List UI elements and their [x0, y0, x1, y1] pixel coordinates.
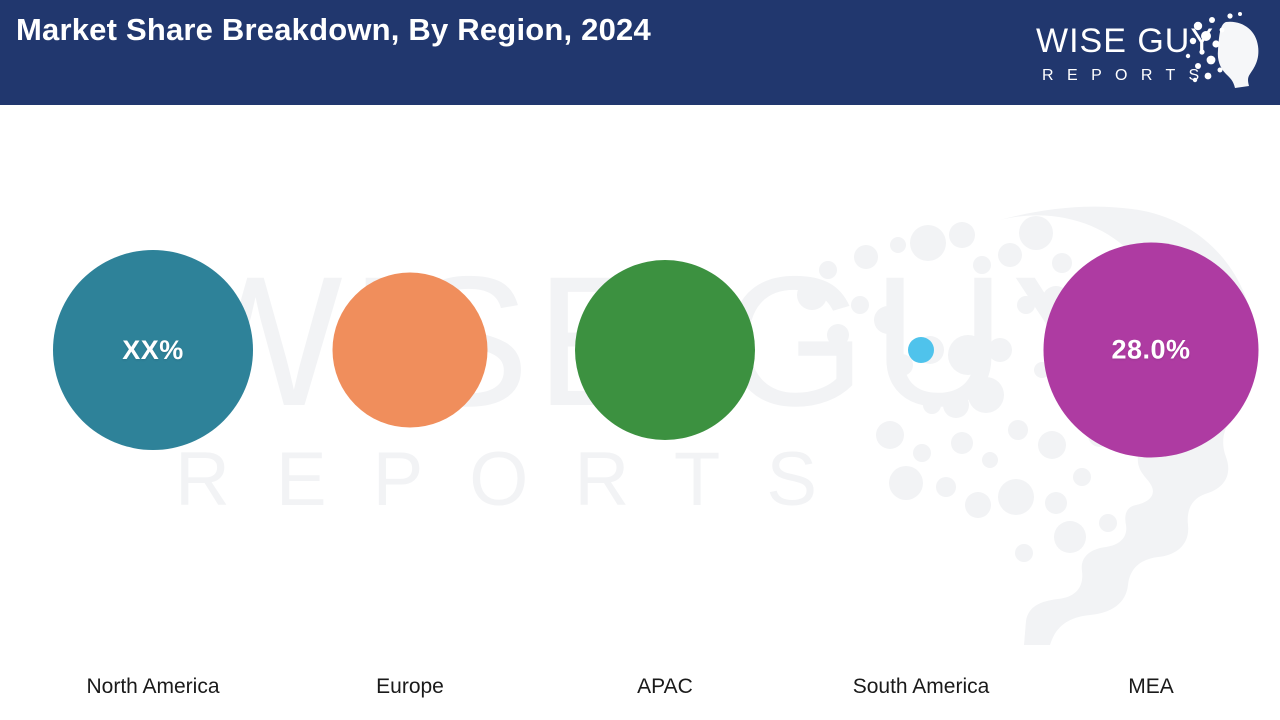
svg-text:R E P O R T S: R E P O R T S	[1042, 67, 1204, 84]
bubble-mea[interactable]: 28.0%	[1043, 242, 1259, 458]
bubble-north-america[interactable]: XX%	[53, 250, 253, 450]
page-title: Market Share Breakdown, By Region, 2024	[16, 12, 651, 47]
category-label-europe: Europe	[376, 675, 444, 698]
category-label-mea: MEA	[1128, 675, 1174, 698]
chart-header: Market Share Breakdown, By Region, 2024 …	[0, 0, 1280, 105]
bubble-south-america[interactable]	[908, 337, 934, 363]
category-label-north-america: North America	[86, 675, 220, 698]
bubble-apac[interactable]	[575, 260, 755, 440]
category-label-south-america: South America	[852, 675, 990, 698]
category-label-apac: APAC	[637, 675, 693, 698]
watermark-text-line2: REPORTS	[175, 437, 863, 522]
bubble-value-label: 28.0%	[1111, 334, 1191, 365]
svg-text:WISE GUY: WISE GUY	[1036, 22, 1214, 60]
chart-plot-area: WISE GUY REPORTS	[0, 105, 1280, 720]
wise-guy-reports-logo: WISE GUY R E P O R T S	[1030, 8, 1262, 96]
bubble-value-label: XX%	[122, 334, 184, 365]
bubble-europe[interactable]	[332, 272, 488, 428]
